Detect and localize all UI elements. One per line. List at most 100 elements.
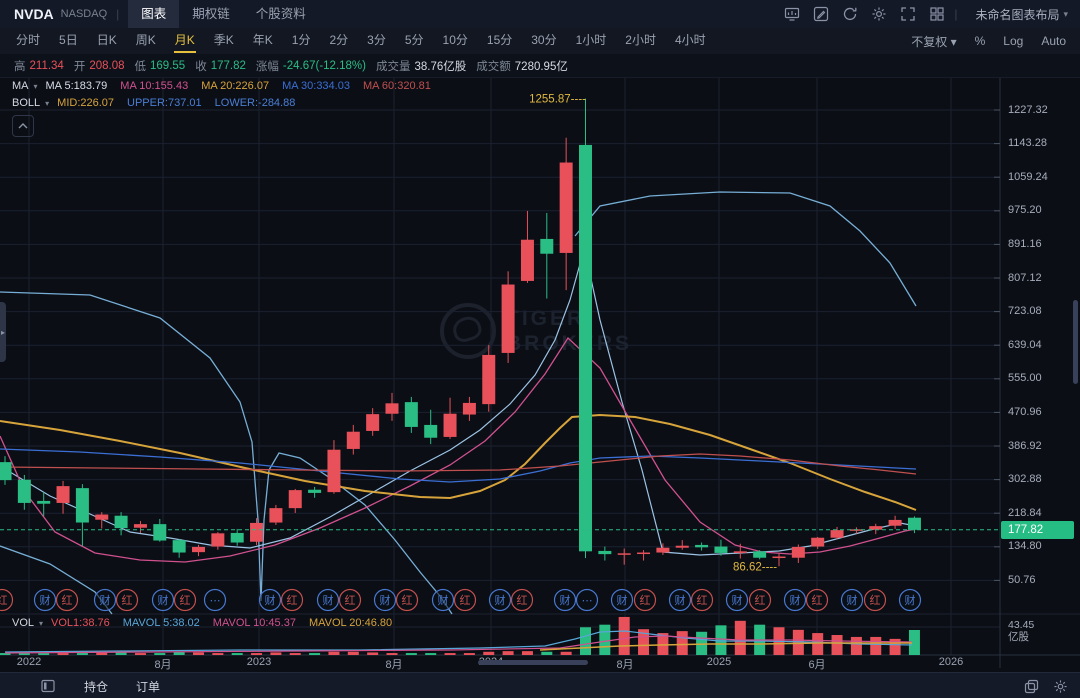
ma-indicator-legend[interactable]: MA ▾ MA 5:183.79 MA 10:155.43 MA 20:226.07 MA…	[12, 80, 444, 92]
period-tab-4[interactable]: 月K	[172, 28, 198, 54]
svg-text:红: 红	[62, 594, 73, 607]
event-badge-more[interactable]: ⋯	[203, 588, 227, 612]
event-badge-dividend[interactable]: 红	[805, 588, 829, 612]
period-tab-10[interactable]: 5分	[404, 33, 424, 47]
x-axis-label-0: 2022	[16, 656, 42, 668]
vol-indicator-legend[interactable]: VOL ▾ VOL1:38.76 MAVOL 5:38.02 MAVOL 10:45.3…	[12, 617, 405, 629]
ohlc-stats-row: 高 211.34 开 208.08 低 169.55 收 177.82 涨幅 -24.67(-12…	[0, 54, 1080, 78]
event-badge-earnings[interactable]: 财	[373, 588, 397, 612]
chart-monitor-icon[interactable]	[784, 6, 800, 22]
event-badge-earnings[interactable]: 财	[725, 588, 749, 612]
period-tab-9[interactable]: 3分	[367, 33, 386, 47]
event-badge-dividend[interactable]: 红	[280, 588, 304, 612]
volLegend-item-1: MAVOL 5:38.02	[122, 617, 200, 629]
event-badge-dividend[interactable]: 红	[115, 588, 139, 612]
current-price-badge: 177.82	[1001, 521, 1074, 539]
event-badge-dividend[interactable]: 红	[0, 588, 14, 612]
event-badge-earnings[interactable]: 财	[93, 588, 117, 612]
settings-icon[interactable]	[871, 6, 887, 22]
y-axis-label-13: 134.80	[1008, 540, 1042, 553]
svg-text:财: 财	[905, 593, 916, 607]
event-badge-earnings[interactable]: 财	[151, 588, 175, 612]
event-badge-dividend[interactable]: 红	[510, 588, 534, 612]
event-badge-earnings[interactable]: 财	[898, 588, 922, 612]
boll-indicator-legend[interactable]: BOLL ▾ MID:226.07 UPPER:737.01 LOWER:-284.88	[12, 97, 308, 109]
event-badge-earnings[interactable]: 财	[488, 588, 512, 612]
event-badge-earnings[interactable]: 财	[783, 588, 807, 612]
exchange-label: NASDAQ	[60, 8, 108, 20]
windows-icon[interactable]	[1024, 679, 1039, 694]
volLegend-item-3: MAVOL 20:46.80	[308, 617, 393, 629]
toolbar-right-3[interactable]: Auto	[1041, 34, 1066, 48]
event-badge-dividend[interactable]: 红	[395, 588, 419, 612]
period-tab-12[interactable]: 15分	[486, 33, 513, 47]
period-tab-0[interactable]: 分时	[16, 33, 41, 47]
event-badge-earnings[interactable]: 财	[258, 588, 282, 612]
tab-1[interactable]: 期权链	[192, 7, 230, 21]
period-tab-7[interactable]: 1分	[291, 33, 311, 47]
bottom-tab-0[interactable]: 持仓	[84, 679, 109, 694]
collapse-legend-button[interactable]	[12, 115, 34, 137]
event-badge-earnings[interactable]: 财	[668, 588, 692, 612]
svg-text:红: 红	[122, 594, 133, 607]
chevron-down-icon[interactable]: ▾	[1063, 8, 1068, 19]
tab-0[interactable]: 图表	[128, 0, 180, 28]
svg-text:财: 财	[100, 593, 111, 607]
bottom-tab-1[interactable]: 订单	[136, 679, 161, 694]
event-badge-earnings[interactable]: 财	[431, 588, 455, 612]
event-badge-earnings[interactable]: 财	[316, 588, 340, 612]
period-tab-1[interactable]: 5日	[59, 33, 78, 47]
y-axis-label-1: 1143.28	[1008, 137, 1047, 150]
period-tab-2[interactable]: 日K	[96, 33, 117, 47]
period-tab-3[interactable]: 周K	[135, 33, 156, 47]
layout-grid-icon[interactable]	[929, 6, 945, 22]
stat-label-5: 成交量	[376, 60, 411, 73]
event-badge-dividend[interactable]: 红	[453, 588, 477, 612]
period-tab-13[interactable]: 30分	[531, 33, 557, 47]
tab-2[interactable]: 个股资料	[255, 7, 306, 21]
chevron-down-icon[interactable]: ▾	[33, 81, 38, 91]
gear-icon[interactable]	[1053, 679, 1068, 694]
toolbar-right-0[interactable]: 不复权 ▾	[911, 34, 957, 49]
period-tab-11[interactable]: 10分	[442, 33, 468, 47]
svg-text:财: 财	[732, 593, 743, 607]
event-badge-more[interactable]: ⋯	[575, 588, 599, 612]
event-badge-dividend[interactable]: 红	[173, 588, 197, 612]
chevron-down-icon[interactable]: ▾	[39, 618, 44, 628]
period-tab-16[interactable]: 4小时	[674, 33, 706, 47]
volLegend-item-2: MAVOL 10:45.37	[212, 617, 296, 629]
y-axis-label-11: 302.88	[1008, 473, 1042, 486]
period-tab-5[interactable]: 季K	[213, 33, 234, 47]
period-tab-14[interactable]: 1小时	[575, 33, 607, 47]
toolbar-right-2[interactable]: Log	[1003, 34, 1024, 48]
period-tab-6[interactable]: 年K	[252, 33, 273, 47]
svg-text:红: 红	[812, 594, 823, 607]
horizontal-scrollbar[interactable]	[478, 660, 588, 665]
event-badge-earnings[interactable]: 财	[553, 588, 577, 612]
left-panel-handle[interactable]: ▸	[0, 302, 6, 362]
watermark-line2: BROKERS	[506, 332, 633, 355]
fullscreen-icon[interactable]	[900, 6, 916, 22]
event-badge-dividend[interactable]: 红	[748, 588, 772, 612]
event-badge-earnings[interactable]: 财	[33, 588, 57, 612]
edit-icon[interactable]	[813, 6, 829, 22]
panel-left-icon[interactable]	[40, 678, 56, 694]
event-badge-earnings[interactable]: 财	[840, 588, 864, 612]
layout-name-button[interactable]: 未命名图表布局	[975, 7, 1060, 22]
event-badge-dividend[interactable]: 红	[338, 588, 362, 612]
event-badge-dividend[interactable]: 红	[863, 588, 887, 612]
divider: |	[954, 7, 958, 21]
event-badge-dividend[interactable]: 红	[690, 588, 714, 612]
event-badge-dividend[interactable]: 红	[55, 588, 79, 612]
event-badge-dividend[interactable]: 红	[633, 588, 657, 612]
vertical-scrollbar[interactable]	[1073, 300, 1078, 384]
y-axis-label-10: 386.92	[1008, 439, 1042, 452]
toolbar-right-1[interactable]: %	[974, 34, 986, 48]
chevron-down-icon[interactable]: ▾	[45, 98, 50, 108]
period-tab-15[interactable]: 2小时	[625, 33, 656, 47]
svg-text:红: 红	[402, 594, 413, 607]
event-badge-earnings[interactable]: 财	[610, 588, 634, 612]
period-tab-8[interactable]: 2分	[329, 33, 349, 47]
refresh-icon[interactable]	[842, 6, 858, 22]
